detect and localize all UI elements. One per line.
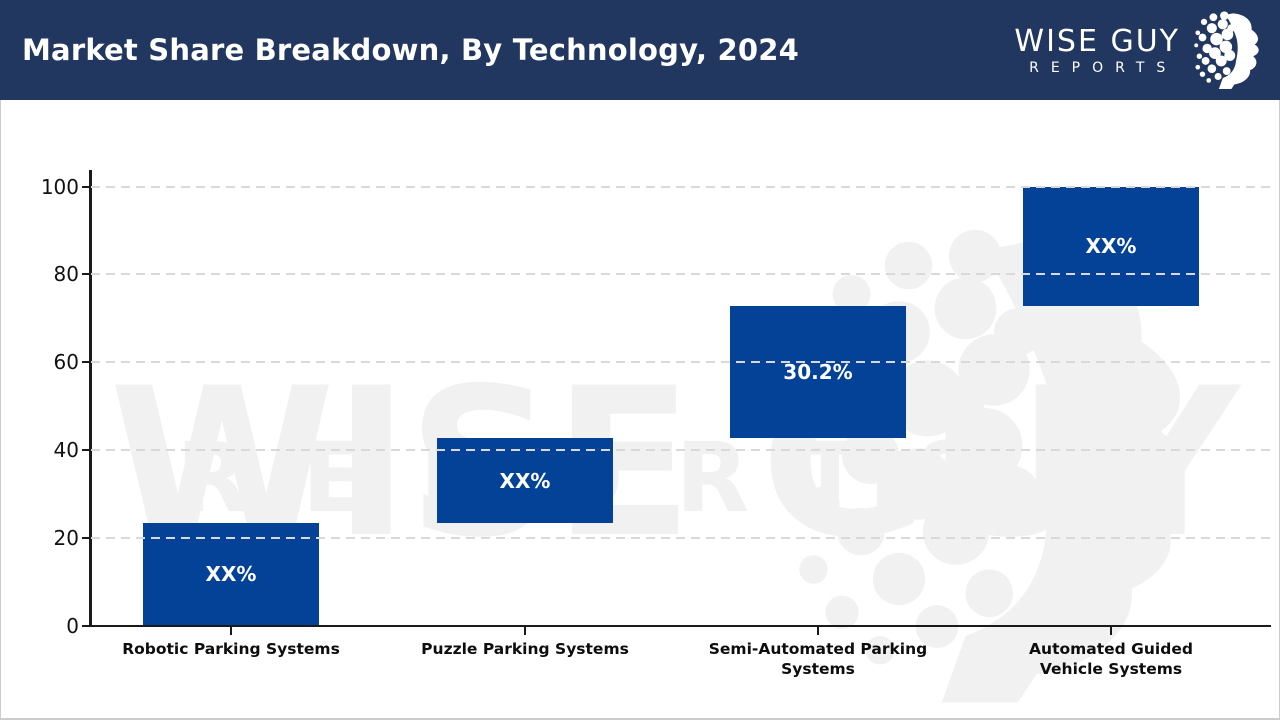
y-tick-mark — [82, 536, 91, 539]
x-axis — [89, 624, 1271, 627]
page-title: Market Share Breakdown, By Technology, 2… — [22, 33, 800, 67]
chart-area: WISE GUY REPORTS 020406080100XX%Robotic … — [0, 100, 1280, 720]
category-label: Automated Guided Vehicle Systems — [1029, 639, 1193, 679]
y-tick-mark — [82, 624, 91, 627]
logo-face-icon — [1194, 11, 1259, 89]
x-tick-mark — [817, 626, 819, 635]
category-label: Puzzle Parking Systems — [421, 639, 629, 658]
bar-value-label: XX% — [499, 468, 551, 493]
y-tick-mark — [82, 361, 91, 364]
gridline — [91, 361, 1271, 364]
bar: 30.2% — [730, 305, 906, 439]
y-tick-mark — [82, 185, 91, 188]
logo-subtext: REPORTS — [1029, 59, 1178, 76]
bar-value-label: 30.2% — [783, 360, 853, 385]
y-tick-mark — [82, 273, 91, 276]
y-axis — [89, 170, 92, 627]
brand-logo: WISE GUY REPORTS — [1014, 0, 1272, 100]
y-tick-mark — [82, 448, 91, 451]
x-tick-mark — [1110, 626, 1112, 635]
header: Market Share Breakdown, By Technology, 2… — [0, 0, 1280, 100]
y-tick-label: 100 — [40, 174, 79, 199]
y-tick-label: 60 — [53, 350, 79, 375]
bar-value-label: XX% — [1085, 234, 1137, 259]
category-label: Robotic Parking Systems — [122, 639, 340, 658]
y-tick-label: 20 — [53, 525, 79, 550]
bar: XX% — [143, 522, 319, 626]
y-tick-label: 80 — [53, 262, 79, 287]
y-tick-label: 0 — [66, 613, 79, 638]
logo-wordmark: WISE GUY — [1014, 24, 1180, 60]
x-tick-mark — [524, 626, 526, 635]
bar: XX% — [437, 438, 613, 523]
gridline — [91, 273, 1271, 276]
bar-value-label: XX% — [205, 562, 257, 587]
brand-logo-text: WISE GUY REPORTS — [1014, 26, 1180, 76]
y-tick-label: 40 — [53, 437, 79, 462]
category-label: Semi-Automated Parking Systems — [708, 639, 928, 679]
x-tick-mark — [230, 626, 232, 635]
gridline — [91, 185, 1271, 188]
gridline — [91, 536, 1271, 539]
bar: XX% — [1023, 186, 1199, 306]
gridline — [91, 448, 1271, 451]
